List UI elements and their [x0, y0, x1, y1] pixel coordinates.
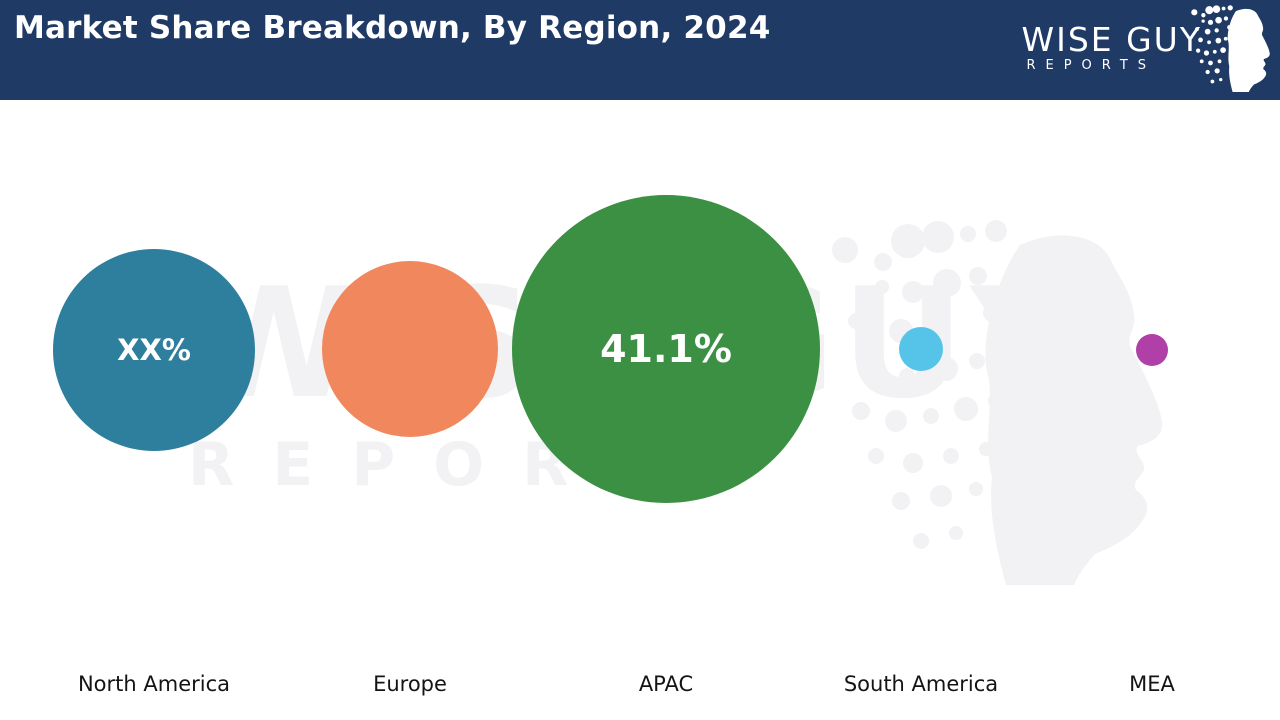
- logo-head-icon: [1191, 5, 1270, 92]
- category-label-north-america: North America: [77, 672, 231, 696]
- bubble-share-label-north-america: XX%: [117, 333, 191, 367]
- bubble-share-label-apac: 41.1%: [600, 327, 732, 371]
- bubble-north-america: XX%: [53, 249, 255, 451]
- watermark-head-graphic: [832, 220, 1163, 585]
- category-label-south-america: South America: [843, 672, 999, 696]
- bubble-chart: WISE GUY REPORTS XX%41.1% North Ameri: [0, 100, 1280, 720]
- page-title: Market Share Breakdown, By Region, 2024: [14, 10, 771, 46]
- logo-wordmark-line1: WISE GUY: [1021, 20, 1202, 60]
- bubble-south-america: [899, 327, 943, 371]
- logo-wordmark: WISE GUY REPORTS: [1021, 23, 1202, 73]
- header-bar: Market Share Breakdown, By Region, 2024 …: [0, 0, 1280, 100]
- logo-wordmark-line2: REPORTS: [1026, 57, 1157, 73]
- category-label-europe: Europe: [373, 672, 447, 696]
- category-label-apac: APAC: [638, 672, 694, 696]
- brand-logo: WISE GUY REPORTS: [1021, 4, 1274, 92]
- bubble-europe: [322, 261, 498, 437]
- bubble-apac: 41.1%: [512, 195, 820, 503]
- category-label-mea: MEA: [1129, 672, 1175, 696]
- bubble-mea: [1136, 334, 1168, 366]
